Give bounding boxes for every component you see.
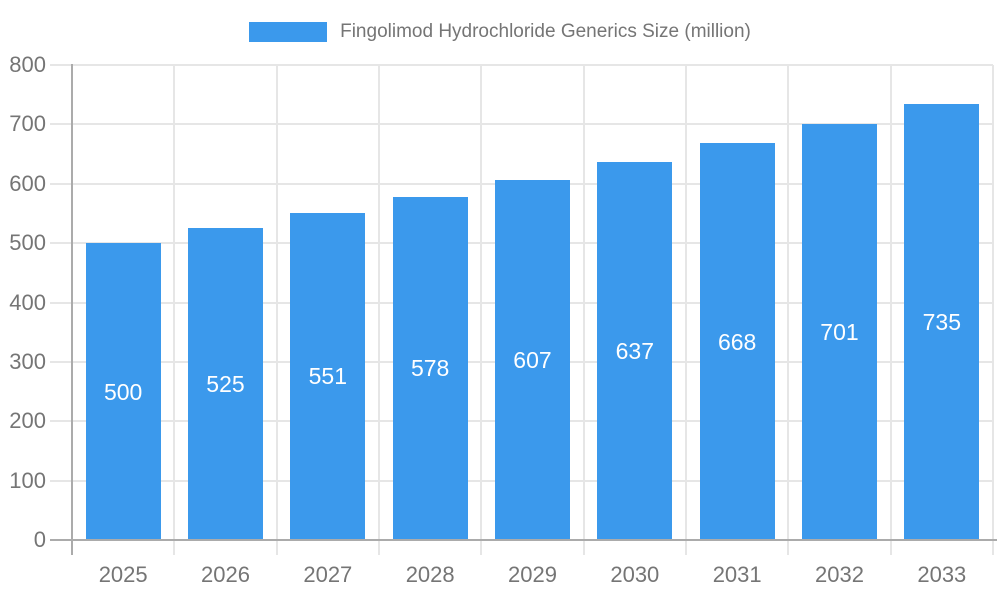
gridline-vertical (889, 65, 892, 555)
legend-label: Fingolimod Hydrochloride Generics Size (… (340, 21, 751, 42)
y-tick-label: 700 (9, 111, 46, 137)
x-tick-label: 2025 (98, 562, 148, 587)
y-tick-label: 400 (9, 289, 46, 315)
bar-value-label: 735 (922, 308, 961, 335)
bar[interactable] (188, 228, 263, 540)
bar-value-label: 637 (615, 337, 654, 364)
bar-value-label: 525 (206, 371, 245, 398)
gridline-vertical (685, 65, 687, 555)
x-tick-label: 2032 (815, 562, 864, 587)
gridline-vertical (992, 65, 994, 555)
bar-value-label: 551 (308, 363, 347, 390)
gridline-horizontal (50, 123, 993, 126)
x-tick-label: 2026 (201, 562, 250, 587)
y-tick-label: 300 (9, 348, 46, 374)
x-tick-label: 2027 (303, 562, 353, 587)
bar-value-label: 578 (410, 355, 450, 382)
y-tick-label: 500 (9, 230, 46, 256)
bar-value-label: 701 (820, 318, 859, 345)
bar[interactable] (597, 161, 673, 540)
legend-swatch (249, 22, 328, 42)
gridline-vertical (275, 65, 278, 555)
gridline-vertical (378, 65, 380, 555)
x-axis-line (50, 539, 997, 541)
bar[interactable] (802, 123, 877, 540)
y-tick-label: 200 (9, 408, 46, 434)
x-tick-label: 2028 (405, 562, 455, 587)
bar-value-label: 668 (717, 328, 757, 355)
y-tick-label: 100 (9, 467, 46, 493)
bar[interactable] (904, 103, 980, 540)
bar[interactable] (290, 212, 366, 540)
bar[interactable] (495, 179, 570, 540)
y-tick-label: 800 (9, 52, 46, 77)
y-axis-line (71, 64, 73, 555)
bar[interactable] (699, 143, 775, 540)
gridline-horizontal (50, 64, 993, 66)
gridline-vertical (787, 65, 790, 555)
x-tick-label: 2029 (508, 562, 557, 587)
bar-value-label: 607 (513, 346, 552, 373)
gridline-vertical (480, 65, 483, 555)
y-tick-label: 0 (33, 527, 46, 552)
bar[interactable] (85, 243, 161, 540)
legend[interactable]: Fingolimod Hydrochloride Generics Size (… (0, 21, 1000, 43)
y-tick-label: 600 (9, 170, 46, 196)
gridline-vertical (582, 65, 585, 555)
x-tick-label: 2031 (712, 562, 762, 587)
gridline-vertical (173, 65, 176, 555)
x-tick-label: 2033 (917, 562, 967, 587)
bar-value-label: 500 (103, 378, 143, 405)
x-tick-label: 2030 (610, 562, 660, 587)
bar[interactable] (392, 196, 468, 540)
